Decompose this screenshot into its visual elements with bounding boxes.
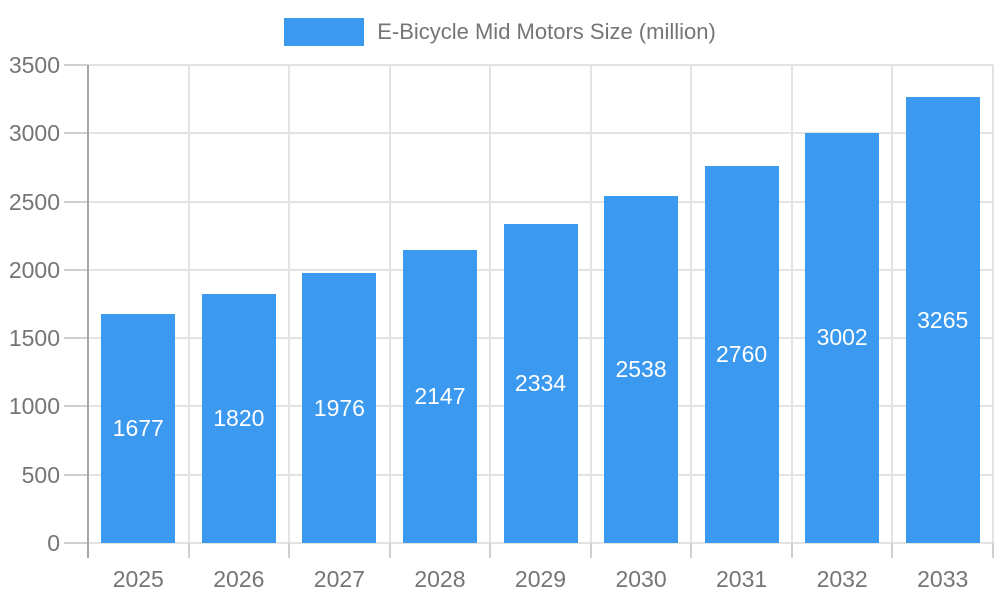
gridline-vertical bbox=[288, 65, 291, 543]
x-axis-tick bbox=[187, 543, 190, 558]
bar-value-label: 1820 bbox=[213, 405, 265, 432]
y-tick-label: 500 bbox=[21, 461, 60, 488]
gridline-vertical bbox=[690, 65, 693, 543]
y-axis-tick bbox=[64, 132, 88, 135]
bar: 1677 bbox=[101, 313, 176, 543]
y-tick-label: 2500 bbox=[8, 188, 60, 215]
gridline-horizontal bbox=[88, 64, 993, 66]
x-tick-label: 2033 bbox=[917, 566, 969, 592]
x-axis-tick bbox=[589, 543, 592, 558]
x-axis-tick bbox=[489, 543, 492, 558]
x-axis-tick bbox=[891, 543, 894, 558]
y-axis-tick bbox=[64, 542, 88, 544]
y-axis-tick bbox=[64, 473, 88, 476]
bar-value-label: 3265 bbox=[917, 306, 969, 333]
x-tick-label: 2028 bbox=[414, 566, 466, 592]
x-tick-label: 2030 bbox=[615, 566, 667, 592]
bar: 2538 bbox=[604, 196, 679, 543]
y-tick-label: 3500 bbox=[8, 52, 60, 78]
y-tick-label: 2000 bbox=[8, 256, 60, 283]
gridline-horizontal bbox=[88, 200, 993, 203]
bar: 1820 bbox=[201, 294, 276, 543]
x-tick-label: 2029 bbox=[514, 566, 567, 592]
bar-value-label: 2147 bbox=[414, 382, 466, 409]
bar-value-label: 3002 bbox=[816, 324, 868, 351]
bar: 1976 bbox=[302, 273, 377, 543]
x-tick-label: 2025 bbox=[112, 566, 164, 592]
gridline-horizontal bbox=[88, 542, 993, 544]
x-axis-tick bbox=[288, 543, 291, 558]
x-tick-label: 2027 bbox=[313, 566, 365, 592]
bar: 3265 bbox=[905, 97, 980, 543]
y-axis-tick bbox=[64, 405, 88, 408]
x-axis-tick bbox=[690, 543, 693, 558]
y-tick-label: 1000 bbox=[8, 393, 60, 420]
bar-value-label: 2334 bbox=[514, 370, 567, 397]
x-axis-tick bbox=[388, 543, 391, 558]
y-tick-label: 0 bbox=[47, 530, 60, 556]
y-axis-tick bbox=[64, 337, 88, 340]
y-axis-tick bbox=[64, 268, 88, 271]
x-tick-label: 2026 bbox=[213, 566, 265, 592]
x-tick-label: 2032 bbox=[816, 566, 868, 592]
bar: 2147 bbox=[402, 249, 477, 543]
gridline-vertical bbox=[388, 65, 391, 543]
y-tick-label: 3000 bbox=[8, 120, 60, 147]
x-tick-label: 2031 bbox=[716, 566, 768, 592]
y-tick-label: 1500 bbox=[8, 325, 60, 352]
bar: 2334 bbox=[503, 224, 578, 543]
bar: 3002 bbox=[805, 133, 880, 543]
x-axis-tick bbox=[992, 543, 994, 558]
gridline-vertical bbox=[891, 65, 894, 543]
gridline-vertical bbox=[489, 65, 492, 543]
gridline-vertical bbox=[790, 65, 793, 543]
y-axis-line bbox=[87, 65, 89, 558]
gridline-horizontal bbox=[88, 132, 993, 135]
legend: E-Bicycle Mid Motors Size (million) bbox=[0, 16, 1000, 48]
legend-swatch bbox=[284, 18, 365, 46]
gridline-vertical bbox=[992, 65, 994, 543]
bar-value-label: 2760 bbox=[716, 341, 768, 368]
gridline-vertical bbox=[589, 65, 592, 543]
bar-value-label: 1976 bbox=[313, 394, 365, 421]
bar: 2760 bbox=[704, 166, 779, 543]
y-axis-tick bbox=[64, 200, 88, 203]
y-axis-tick bbox=[64, 64, 88, 66]
legend-label: E-Bicycle Mid Motors Size (million) bbox=[377, 19, 716, 44]
gridline-vertical bbox=[187, 65, 190, 543]
bar-value-label: 2538 bbox=[615, 356, 667, 383]
bar-value-label: 1677 bbox=[112, 414, 164, 441]
x-axis-tick bbox=[790, 543, 793, 558]
